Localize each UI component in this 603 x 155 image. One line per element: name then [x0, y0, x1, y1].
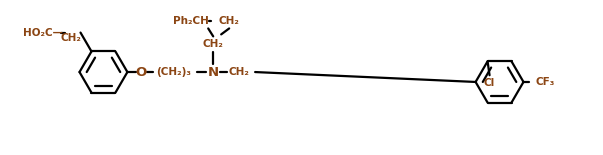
Text: Ph₂CH: Ph₂CH [173, 16, 209, 26]
Text: N: N [207, 66, 219, 79]
Text: CH₂: CH₂ [60, 33, 81, 42]
Text: HO₂C—: HO₂C— [23, 28, 63, 38]
Text: (CH₂)₃: (CH₂)₃ [156, 67, 191, 77]
Text: CH₂: CH₂ [203, 39, 224, 49]
Text: Cl: Cl [484, 78, 495, 88]
Text: CH₂: CH₂ [219, 16, 239, 26]
Text: O: O [136, 66, 147, 79]
Text: CH₂: CH₂ [229, 67, 250, 77]
Text: CF₃: CF₃ [535, 77, 555, 87]
